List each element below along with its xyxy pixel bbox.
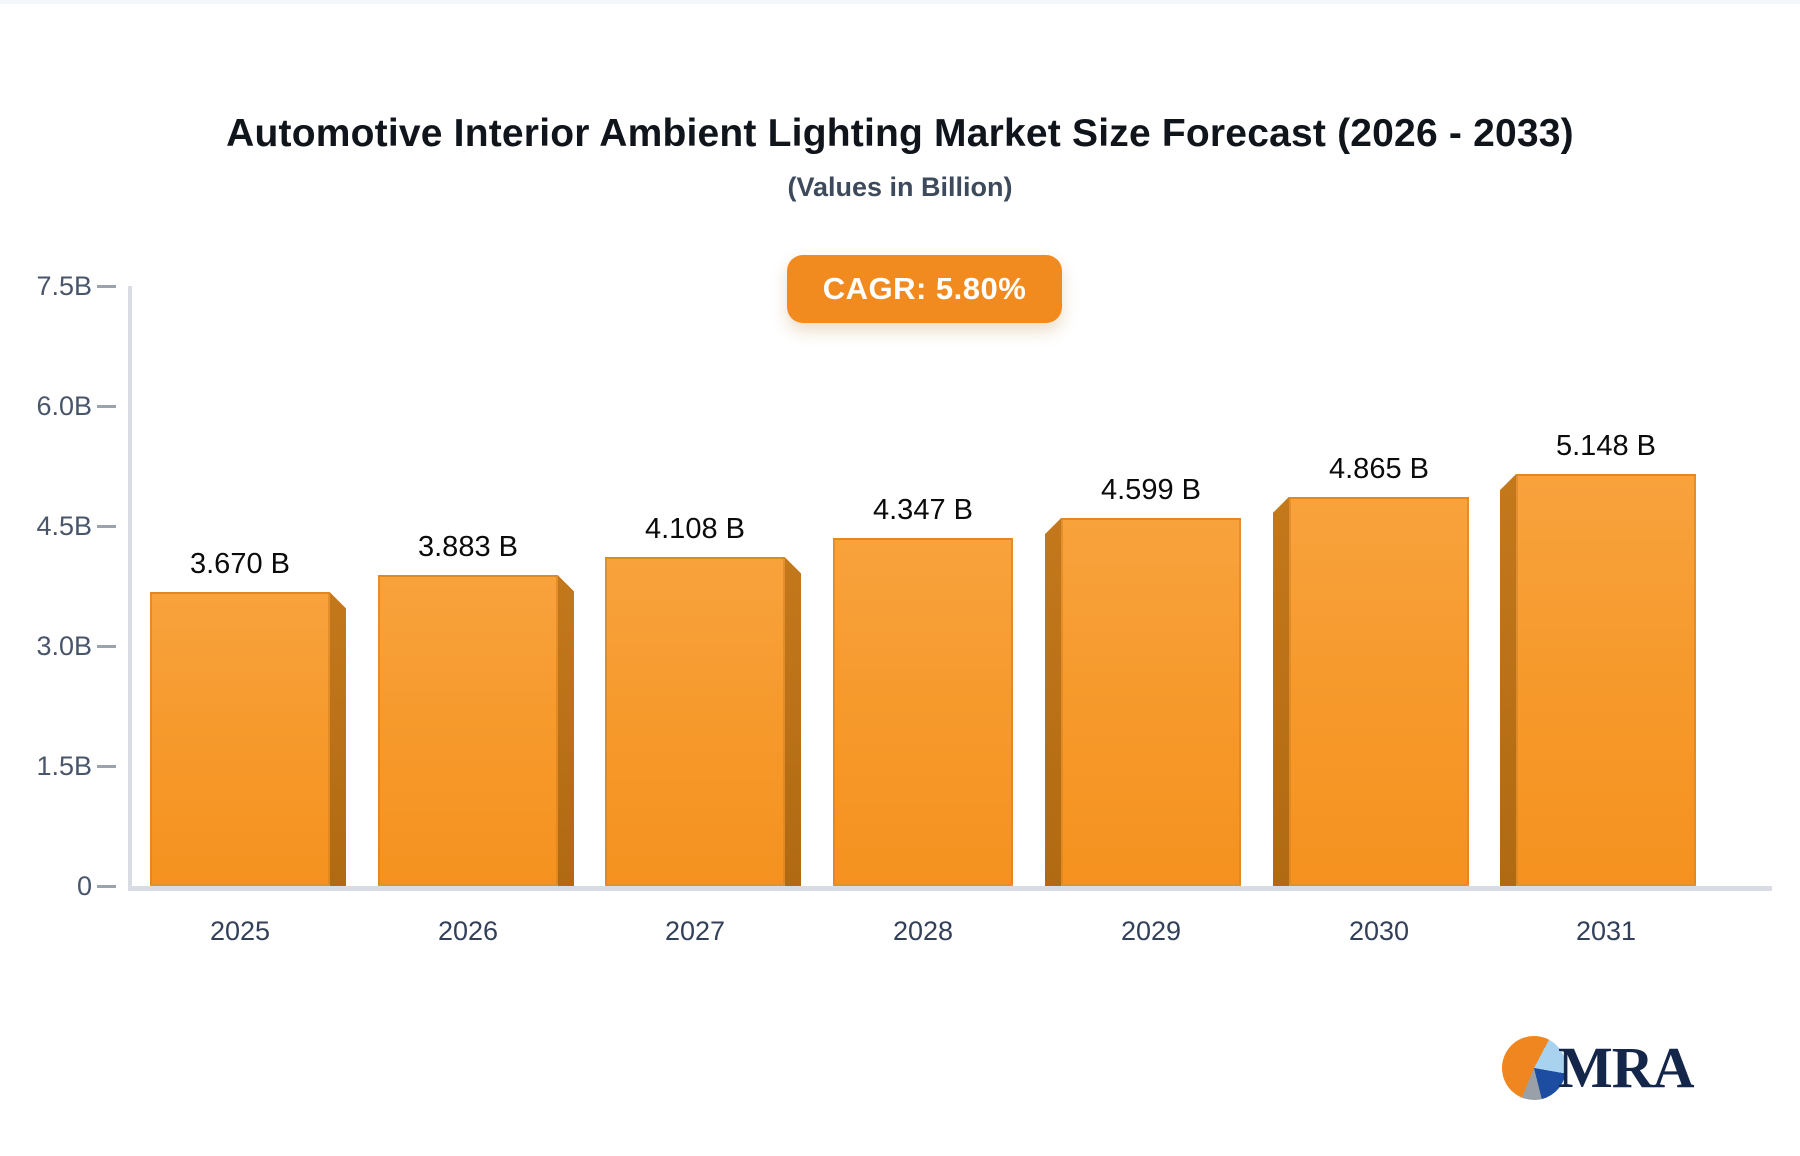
bar: [1061, 518, 1241, 886]
cagr-badge: CAGR: 5.80%: [787, 255, 1062, 323]
y-axis-tick: [97, 285, 116, 288]
bar-value-label: 5.148 B: [1556, 430, 1656, 463]
bar: [378, 575, 558, 886]
bar-3d-side: [1045, 518, 1061, 886]
y-axis-line: [128, 286, 132, 887]
y-axis-tick-label: 4.5B: [36, 511, 92, 541]
x-axis-tick-label: 2028: [892, 916, 954, 946]
x-axis-tick-label: 2025: [209, 916, 271, 946]
page-top-band: [0, 0, 1800, 4]
bar: [1516, 474, 1696, 886]
y-axis-tick: [97, 405, 116, 408]
x-axis-tick-label: 2026: [437, 916, 499, 946]
x-axis-baseline: [128, 886, 1772, 891]
bar-3d-side: [1273, 496, 1289, 886]
y-axis-tick-label: 7.5B: [36, 271, 92, 301]
bar: [833, 538, 1013, 886]
x-axis-tick-label: 2030: [1348, 916, 1410, 946]
chart-subtitle: (Values in Billion): [787, 172, 1013, 202]
y-axis-tick: [97, 765, 116, 768]
y-axis-tick-label: 3.0B: [36, 631, 92, 661]
bar-value-label: 4.599 B: [1101, 474, 1201, 507]
logo-text: MRA: [1558, 1035, 1695, 1100]
x-axis-tick-label: 2031: [1575, 916, 1637, 946]
x-axis-tick-label: 2027: [664, 916, 726, 946]
y-axis-tick-label: 6.0B: [36, 391, 92, 421]
bar-3d-side: [1500, 474, 1516, 886]
bar-3d-side: [785, 557, 801, 886]
bar: [150, 592, 330, 886]
cagr-badge-label: CAGR: 5.80%: [822, 271, 1027, 306]
bar-3d-side: [558, 575, 574, 886]
bar-value-label: 3.670 B: [190, 548, 290, 581]
bar-value-label: 4.865 B: [1329, 452, 1429, 485]
y-axis-tick: [97, 645, 116, 648]
y-axis-tick-label: 1.5B: [36, 751, 92, 781]
bar-value-label: 4.108 B: [645, 513, 745, 546]
x-axis-tick-label: 2029: [1120, 916, 1182, 946]
y-axis-tick-label: 0: [76, 871, 92, 901]
bar-value-label: 4.347 B: [873, 494, 973, 527]
pie-chart-logo-icon: [1502, 1035, 1566, 1100]
mra-logo: MRA: [1502, 1034, 1695, 1101]
y-axis-tick: [97, 525, 116, 528]
bar-value-label: 3.883 B: [418, 531, 518, 564]
bar-3d-side: [330, 592, 346, 886]
chart-title: Automotive Interior Ambient Lighting Mar…: [226, 112, 1574, 155]
bar: [1289, 496, 1469, 886]
y-axis-tick: [97, 885, 116, 888]
bar: [605, 557, 785, 886]
